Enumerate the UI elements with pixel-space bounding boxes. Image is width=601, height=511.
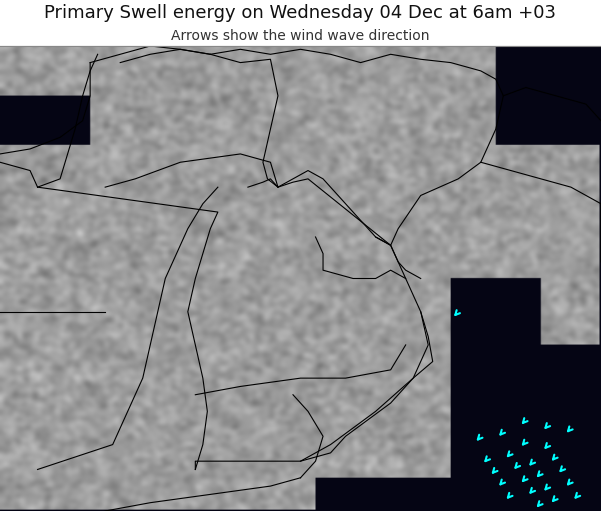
Text: Primary Swell energy on Wednesday 04 Dec at 6am +03: Primary Swell energy on Wednesday 04 Dec… xyxy=(44,4,557,22)
Text: Arrows show the wind wave direction: Arrows show the wind wave direction xyxy=(171,29,430,43)
